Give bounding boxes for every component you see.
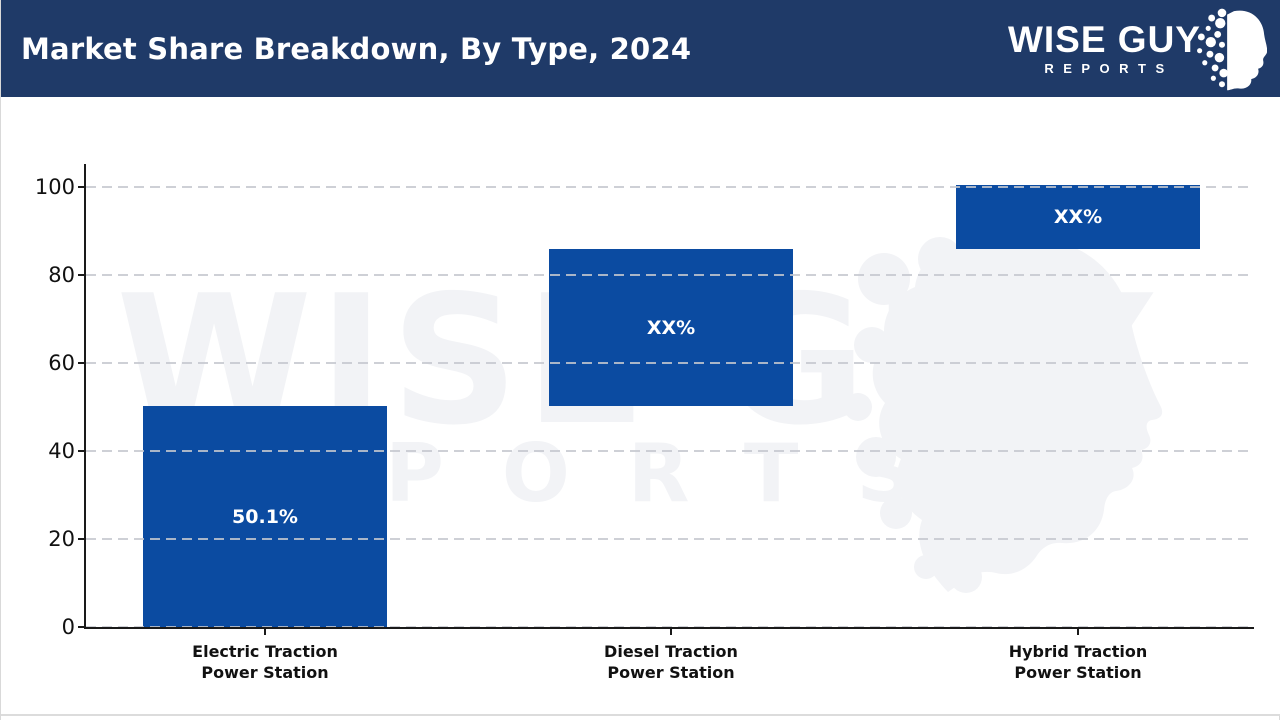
bar-value-label: XX% [646, 316, 696, 339]
gridline-80 [86, 273, 1254, 276]
gridline-20 [86, 537, 1254, 540]
y-tick-label: 0 [61, 615, 75, 639]
bar-segment-2: XX% [956, 185, 1200, 249]
y-tick-mark [78, 449, 86, 452]
y-axis-spine [84, 164, 86, 629]
logo-face-icon [1197, 8, 1267, 90]
logo-text: WISE GUY REPORTS [1007, 19, 1201, 77]
gridline-40 [86, 449, 1254, 452]
logo-subtext: REPORTS [1044, 61, 1174, 76]
bar-segment-0: 50.1% [143, 406, 387, 627]
x-tick-mark [264, 627, 266, 635]
x-category-label: Hybrid Traction Power Station [1008, 642, 1148, 682]
x-tick-mark [670, 627, 672, 635]
y-tick-mark [78, 537, 86, 540]
x-axis-spine [84, 627, 1254, 629]
bar-value-label: XX% [1053, 205, 1103, 228]
y-tick-label: 20 [48, 526, 75, 551]
x-category-label: Electric Traction Power Station [192, 642, 338, 682]
plot-area: 50.1% XX% XX% [84, 164, 1254, 629]
y-tick-label: 100 [34, 174, 75, 199]
logo-wordmark: WISE GUY [1007, 19, 1201, 60]
page-title: Market Share Breakdown, By Type, 2024 [21, 31, 692, 66]
gridline-100 [86, 185, 1254, 188]
x-tick-mark [1077, 627, 1079, 635]
header-bar: Market Share Breakdown, By Type, 2024 WI… [1, 0, 1280, 97]
y-tick-label: 60 [48, 350, 75, 375]
gridline-60 [86, 361, 1254, 364]
y-tick-mark [78, 273, 86, 276]
watermark-face-icon [844, 237, 1163, 593]
y-tick-mark [78, 361, 86, 364]
y-tick-mark [78, 626, 86, 628]
bar-segment-1: XX% [549, 248, 793, 407]
y-tick-label: 40 [48, 438, 75, 463]
y-tick-mark [78, 185, 86, 188]
logo-wiseguy: WISE GUY REPORTS [1008, 0, 1267, 97]
x-category-label: Diesel Traction Power Station [604, 642, 738, 682]
y-tick-label: 80 [48, 262, 75, 287]
bar-value-label: 50.1% [232, 505, 298, 528]
